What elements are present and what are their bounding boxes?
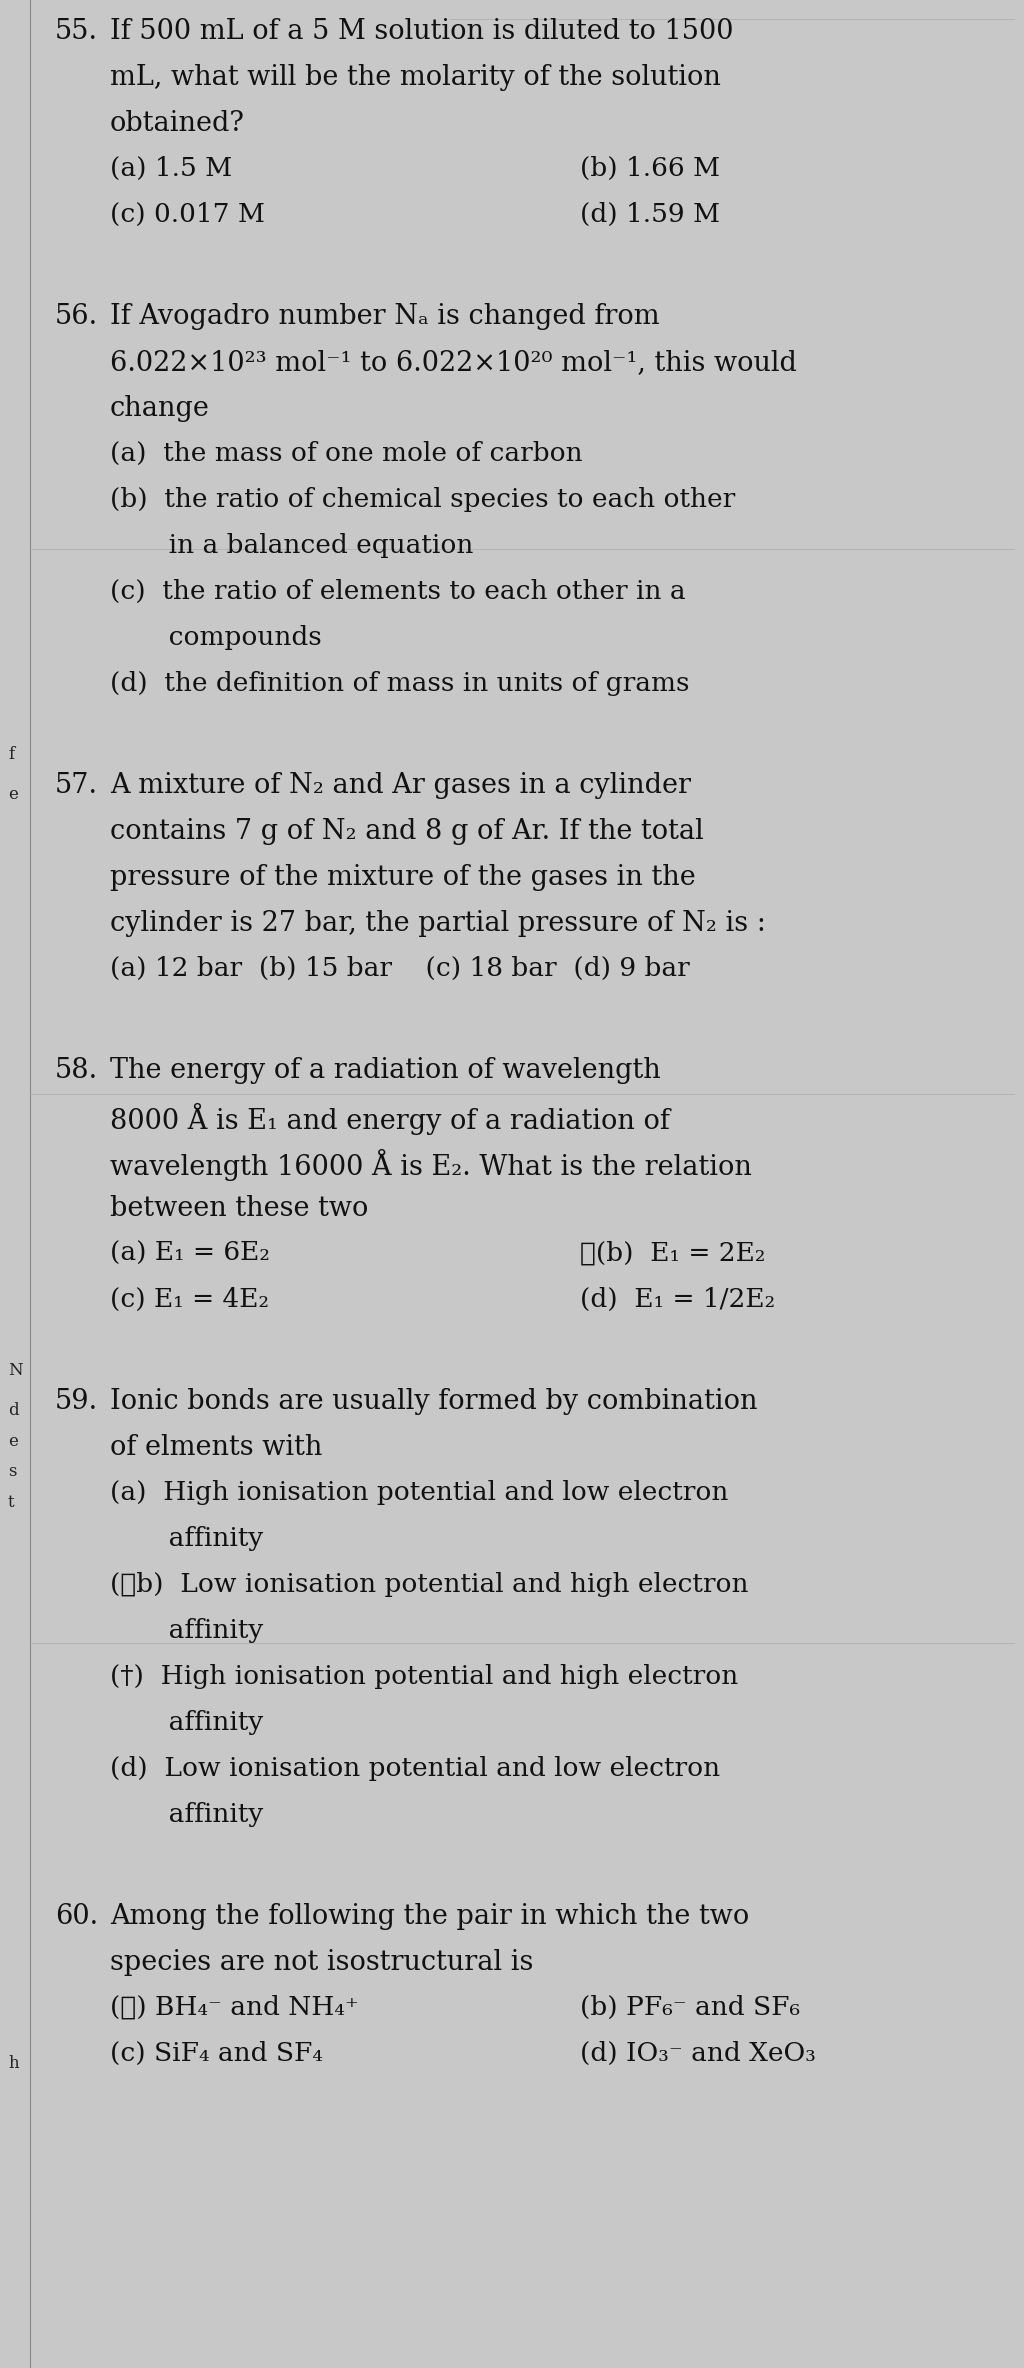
Text: s: s bbox=[8, 1463, 16, 1480]
Text: 57.: 57. bbox=[55, 772, 98, 798]
Text: (c) 0.017 M: (c) 0.017 M bbox=[110, 201, 265, 227]
Text: f: f bbox=[8, 746, 14, 762]
Text: species are not isostructural is: species are not isostructural is bbox=[110, 1949, 534, 1975]
Text: 55.: 55. bbox=[55, 19, 98, 45]
Text: contains 7 g of N₂ and 8 g of Ar. If the total: contains 7 g of N₂ and 8 g of Ar. If the… bbox=[110, 817, 703, 845]
Text: (d)  E₁ = 1/2E₂: (d) E₁ = 1/2E₂ bbox=[580, 1286, 775, 1312]
Text: The energy of a radiation of wavelength: The energy of a radiation of wavelength bbox=[110, 1056, 660, 1085]
Text: 60.: 60. bbox=[55, 1904, 98, 1930]
Text: If 500 mL of a 5 M solution is diluted to 1500: If 500 mL of a 5 M solution is diluted t… bbox=[110, 19, 733, 45]
Text: (c) SiF₄ and SF₄: (c) SiF₄ and SF₄ bbox=[110, 2041, 323, 2065]
Text: (d) 1.59 M: (d) 1.59 M bbox=[580, 201, 720, 227]
Text: (a)  High ionisation potential and low electron: (a) High ionisation potential and low el… bbox=[110, 1480, 728, 1506]
Text: mL, what will be the molarity of the solution: mL, what will be the molarity of the sol… bbox=[110, 64, 721, 90]
Text: affinity: affinity bbox=[110, 1802, 263, 1828]
Text: between these two: between these two bbox=[110, 1196, 369, 1222]
Text: ✓(b)  E₁ = 2E₂: ✓(b) E₁ = 2E₂ bbox=[580, 1241, 765, 1267]
Text: 6.022×10²³ mol⁻¹ to 6.022×10²⁰ mol⁻¹, this would: 6.022×10²³ mol⁻¹ to 6.022×10²⁰ mol⁻¹, th… bbox=[110, 348, 797, 377]
Text: t: t bbox=[8, 1494, 14, 1511]
Text: (✓) BH₄⁻ and NH₄⁺: (✓) BH₄⁻ and NH₄⁺ bbox=[110, 1994, 358, 2020]
Text: pressure of the mixture of the gases in the: pressure of the mixture of the gases in … bbox=[110, 864, 695, 890]
Text: of elments with: of elments with bbox=[110, 1435, 323, 1461]
Text: wavelength 16000 Å is E₂. What is the relation: wavelength 16000 Å is E₂. What is the re… bbox=[110, 1148, 752, 1182]
Text: obtained?: obtained? bbox=[110, 109, 245, 137]
Text: affinity: affinity bbox=[110, 1710, 263, 1736]
Text: d: d bbox=[8, 1402, 18, 1418]
Text: A mixture of N₂ and Ar gases in a cylinder: A mixture of N₂ and Ar gases in a cylind… bbox=[110, 772, 691, 798]
Text: (b) PF₆⁻ and SF₆: (b) PF₆⁻ and SF₆ bbox=[580, 1994, 800, 2020]
Text: (a) E₁ = 6E₂: (a) E₁ = 6E₂ bbox=[110, 1241, 270, 1267]
Text: (a) 1.5 M: (a) 1.5 M bbox=[110, 156, 232, 180]
Text: 8000 Å is E₁ and energy of a radiation of: 8000 Å is E₁ and energy of a radiation o… bbox=[110, 1103, 670, 1134]
Text: change: change bbox=[110, 395, 210, 422]
Text: (c) E₁ = 4E₂: (c) E₁ = 4E₂ bbox=[110, 1286, 269, 1312]
Text: (d) IO₃⁻ and XeO₃: (d) IO₃⁻ and XeO₃ bbox=[580, 2041, 816, 2065]
Text: affinity: affinity bbox=[110, 1525, 263, 1551]
Text: (†)  High ionisation potential and high electron: (†) High ionisation potential and high e… bbox=[110, 1665, 738, 1688]
Text: (d)  the definition of mass in units of grams: (d) the definition of mass in units of g… bbox=[110, 670, 689, 696]
Text: (с)  the ratio of elements to each other in a: (с) the ratio of elements to each other … bbox=[110, 580, 686, 604]
Text: N: N bbox=[8, 1362, 23, 1378]
Text: e: e bbox=[8, 1433, 17, 1449]
Text: Ionic bonds are usually formed by combination: Ionic bonds are usually formed by combin… bbox=[110, 1388, 758, 1416]
Text: (d)  Low ionisation potential and low electron: (d) Low ionisation potential and low ele… bbox=[110, 1757, 720, 1781]
Text: (a)  the mass of one mole of carbon: (a) the mass of one mole of carbon bbox=[110, 440, 583, 466]
Text: (✓b)  Low ionisation potential and high electron: (✓b) Low ionisation potential and high e… bbox=[110, 1572, 749, 1596]
Text: compounds: compounds bbox=[110, 625, 322, 649]
Text: (a) 12 bar  (b) 15 bar    (c) 18 bar  (d) 9 bar: (a) 12 bar (b) 15 bar (c) 18 bar (d) 9 b… bbox=[110, 957, 690, 980]
Text: Among the following the pair in which the two: Among the following the pair in which th… bbox=[110, 1904, 750, 1930]
Text: cylinder is 27 bar, the partial pressure of N₂ is :: cylinder is 27 bar, the partial pressure… bbox=[110, 909, 766, 938]
Text: (b)  the ratio of chemical species to each other: (b) the ratio of chemical species to eac… bbox=[110, 488, 735, 511]
Text: 59.: 59. bbox=[55, 1388, 98, 1416]
Text: 58.: 58. bbox=[55, 1056, 98, 1085]
Text: If Avogadro number Nₐ is changed from: If Avogadro number Nₐ is changed from bbox=[110, 303, 659, 329]
Text: (b) 1.66 M: (b) 1.66 M bbox=[580, 156, 720, 180]
Text: 56.: 56. bbox=[55, 303, 98, 329]
Text: affinity: affinity bbox=[110, 1617, 263, 1643]
Text: h: h bbox=[8, 2055, 18, 2072]
Text: e: e bbox=[8, 786, 17, 803]
Text: in a balanced equation: in a balanced equation bbox=[110, 533, 473, 559]
